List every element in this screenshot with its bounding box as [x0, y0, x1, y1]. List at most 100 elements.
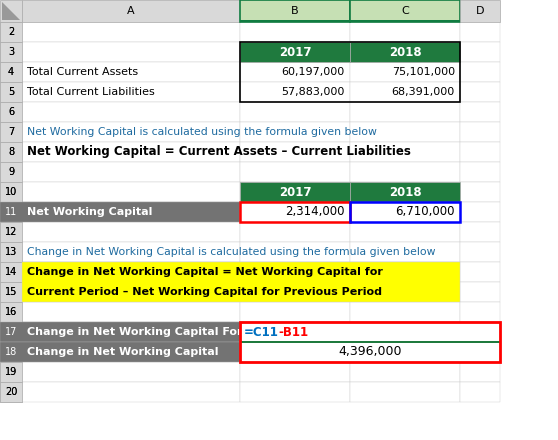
Text: 19: 19 — [5, 367, 17, 377]
Bar — [22, 322, 240, 342]
Bar — [350, 182, 460, 202]
Bar — [240, 42, 350, 62]
Bar — [0, 262, 22, 282]
Bar — [240, 142, 350, 162]
Bar — [0, 62, 22, 82]
Bar — [22, 382, 240, 402]
Bar — [240, 62, 350, 82]
Bar — [0, 102, 22, 122]
Bar — [0, 342, 240, 362]
Text: 19: 19 — [5, 367, 17, 377]
Bar — [0, 342, 22, 362]
Bar — [0, 122, 22, 142]
Bar — [0, 162, 22, 182]
Bar — [240, 0, 350, 22]
Bar — [350, 242, 460, 262]
Bar — [0, 102, 22, 122]
Text: 12: 12 — [5, 227, 17, 237]
Bar — [240, 282, 350, 302]
Text: 2017: 2017 — [279, 186, 311, 198]
Bar — [460, 162, 500, 182]
Bar — [240, 322, 500, 342]
Bar — [350, 302, 460, 322]
Bar — [22, 302, 240, 322]
Bar — [350, 62, 460, 82]
Bar — [240, 122, 350, 142]
Text: 11: 11 — [5, 207, 17, 217]
Bar — [0, 42, 22, 62]
Bar — [0, 142, 22, 162]
Text: 60,197,000: 60,197,000 — [282, 67, 345, 77]
Text: 6: 6 — [8, 107, 14, 117]
Bar — [0, 122, 22, 142]
Bar — [22, 102, 240, 122]
Bar — [240, 20, 350, 22]
Text: Change in Net Working Capital is calculated using the formula given below: Change in Net Working Capital is calcula… — [27, 247, 435, 257]
Bar — [0, 322, 240, 342]
Bar — [0, 242, 22, 262]
Bar — [460, 82, 500, 102]
Bar — [240, 202, 350, 222]
Text: 16: 16 — [5, 307, 17, 317]
Bar — [240, 42, 350, 62]
Bar — [460, 122, 500, 142]
Bar — [22, 122, 240, 142]
Bar — [460, 22, 500, 42]
Bar — [460, 382, 500, 402]
Text: 14: 14 — [5, 267, 17, 277]
Text: 17: 17 — [5, 327, 17, 337]
Bar — [240, 102, 350, 122]
Text: 2: 2 — [8, 27, 14, 37]
Text: Net Working Capital: Net Working Capital — [27, 207, 152, 217]
Bar — [240, 162, 350, 182]
Text: 9: 9 — [8, 167, 14, 177]
Bar — [0, 322, 22, 342]
Bar — [0, 162, 22, 182]
Text: 8: 8 — [8, 147, 14, 157]
Bar — [240, 202, 350, 222]
Text: =C11: =C11 — [244, 326, 279, 338]
Bar — [0, 22, 22, 42]
Bar — [0, 342, 22, 362]
Bar — [0, 142, 22, 162]
Bar — [350, 262, 460, 282]
Text: 18: 18 — [5, 347, 17, 357]
Text: 2018: 2018 — [389, 186, 421, 198]
Bar — [0, 22, 22, 42]
Text: B: B — [291, 6, 299, 16]
Bar — [22, 262, 240, 282]
Text: 20: 20 — [5, 387, 17, 397]
Text: 5: 5 — [8, 87, 14, 97]
Text: 11: 11 — [5, 207, 17, 217]
Bar — [22, 262, 460, 302]
Bar — [240, 82, 350, 102]
Text: 12: 12 — [5, 227, 17, 237]
Bar — [350, 82, 460, 102]
Bar — [22, 142, 240, 162]
Bar — [460, 102, 500, 122]
Bar — [240, 182, 350, 202]
Bar — [0, 282, 22, 302]
Bar — [350, 382, 460, 402]
Bar — [240, 262, 350, 282]
Text: 11: 11 — [5, 207, 17, 217]
Bar — [0, 362, 22, 382]
Bar — [22, 242, 240, 262]
Bar — [460, 42, 500, 62]
Bar — [240, 302, 350, 322]
Bar — [460, 302, 500, 322]
Bar — [22, 0, 240, 22]
Text: 3: 3 — [8, 47, 14, 57]
Text: 7: 7 — [8, 127, 14, 137]
Bar — [0, 362, 22, 382]
Bar — [0, 242, 22, 262]
Bar — [460, 202, 500, 222]
Text: 10: 10 — [5, 187, 17, 197]
Text: 8: 8 — [8, 147, 14, 157]
Bar — [0, 62, 22, 82]
Bar — [0, 202, 240, 222]
Text: 17: 17 — [5, 327, 17, 337]
Bar — [460, 0, 500, 22]
Bar — [460, 342, 500, 362]
Bar — [460, 222, 500, 242]
